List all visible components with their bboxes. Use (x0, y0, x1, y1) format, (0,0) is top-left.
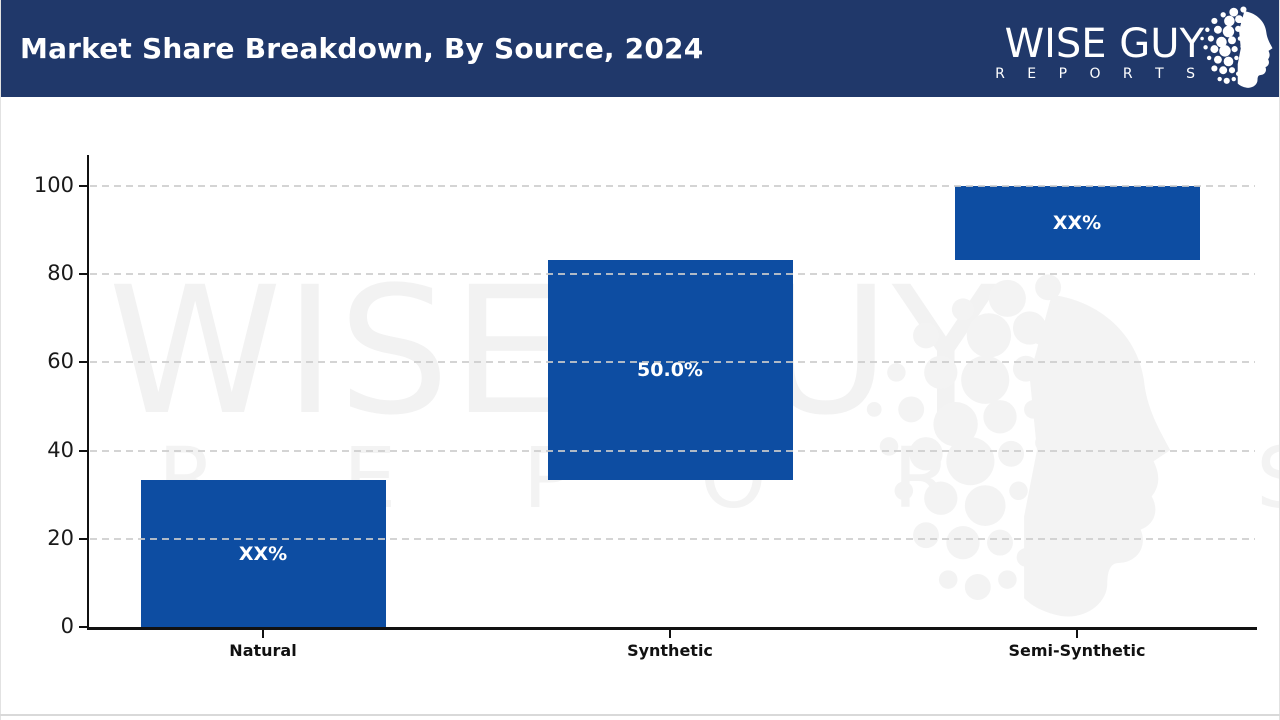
logo-subtext: R E P O R T S (995, 66, 1204, 82)
logo: WISE GUY R E P O R T S (995, 4, 1273, 94)
gridline-100 (90, 185, 1255, 187)
page-title: Market Share Breakdown, By Source, 2024 (20, 32, 704, 65)
y-axis-line (87, 155, 89, 629)
y-tick-label-20: 20 (47, 525, 74, 550)
gridline-80 (90, 273, 1255, 276)
gridline-60 (90, 361, 1255, 364)
bar-value-label: 50.0% (637, 358, 703, 381)
y-tick-label-80: 80 (47, 261, 74, 286)
x-tick-mark-3 (1076, 630, 1078, 638)
y-tick-mark-80 (79, 273, 87, 276)
bottom-divider (0, 714, 1280, 716)
header-bar: Market Share Breakdown, By Source, 2024 … (0, 0, 1280, 97)
watermark-face-icon (866, 274, 1171, 617)
bar-value-label: XX% (1052, 211, 1102, 234)
bar-value-label: XX% (238, 542, 288, 565)
bar-synthetic: 50.0% (547, 259, 793, 481)
x-tick-mark-1 (262, 630, 264, 638)
y-tick-mark-60 (79, 361, 87, 364)
y-tick-mark-100 (79, 185, 87, 187)
y-tick-mark-0 (79, 626, 87, 628)
x-axis-line (87, 627, 1257, 630)
y-tick-label-60: 60 (47, 349, 74, 374)
y-tick-label-0: 0 (60, 614, 74, 638)
logo-wordmark: WISE GUY (1004, 21, 1204, 67)
bar-semi-synthetic: XX% (954, 186, 1200, 260)
x-category-label-3: Semi-Synthetic (1008, 641, 1146, 660)
gridline-40 (90, 449, 1255, 452)
logo-text: WISE GUY R E P O R T S (995, 24, 1204, 82)
logo-face-icon (1200, 6, 1273, 88)
y-tick-mark-40 (79, 449, 87, 452)
x-tick-mark-2 (669, 630, 671, 638)
y-tick-label-40: 40 (47, 437, 74, 462)
y-tick-mark-20 (79, 537, 87, 540)
bar-natural: XX% (140, 480, 386, 627)
x-category-label-1: Natural (229, 641, 297, 660)
gridline-20 (90, 537, 1255, 540)
y-tick-label-100: 100 (33, 173, 74, 197)
x-category-label-2: Synthetic (627, 641, 713, 660)
